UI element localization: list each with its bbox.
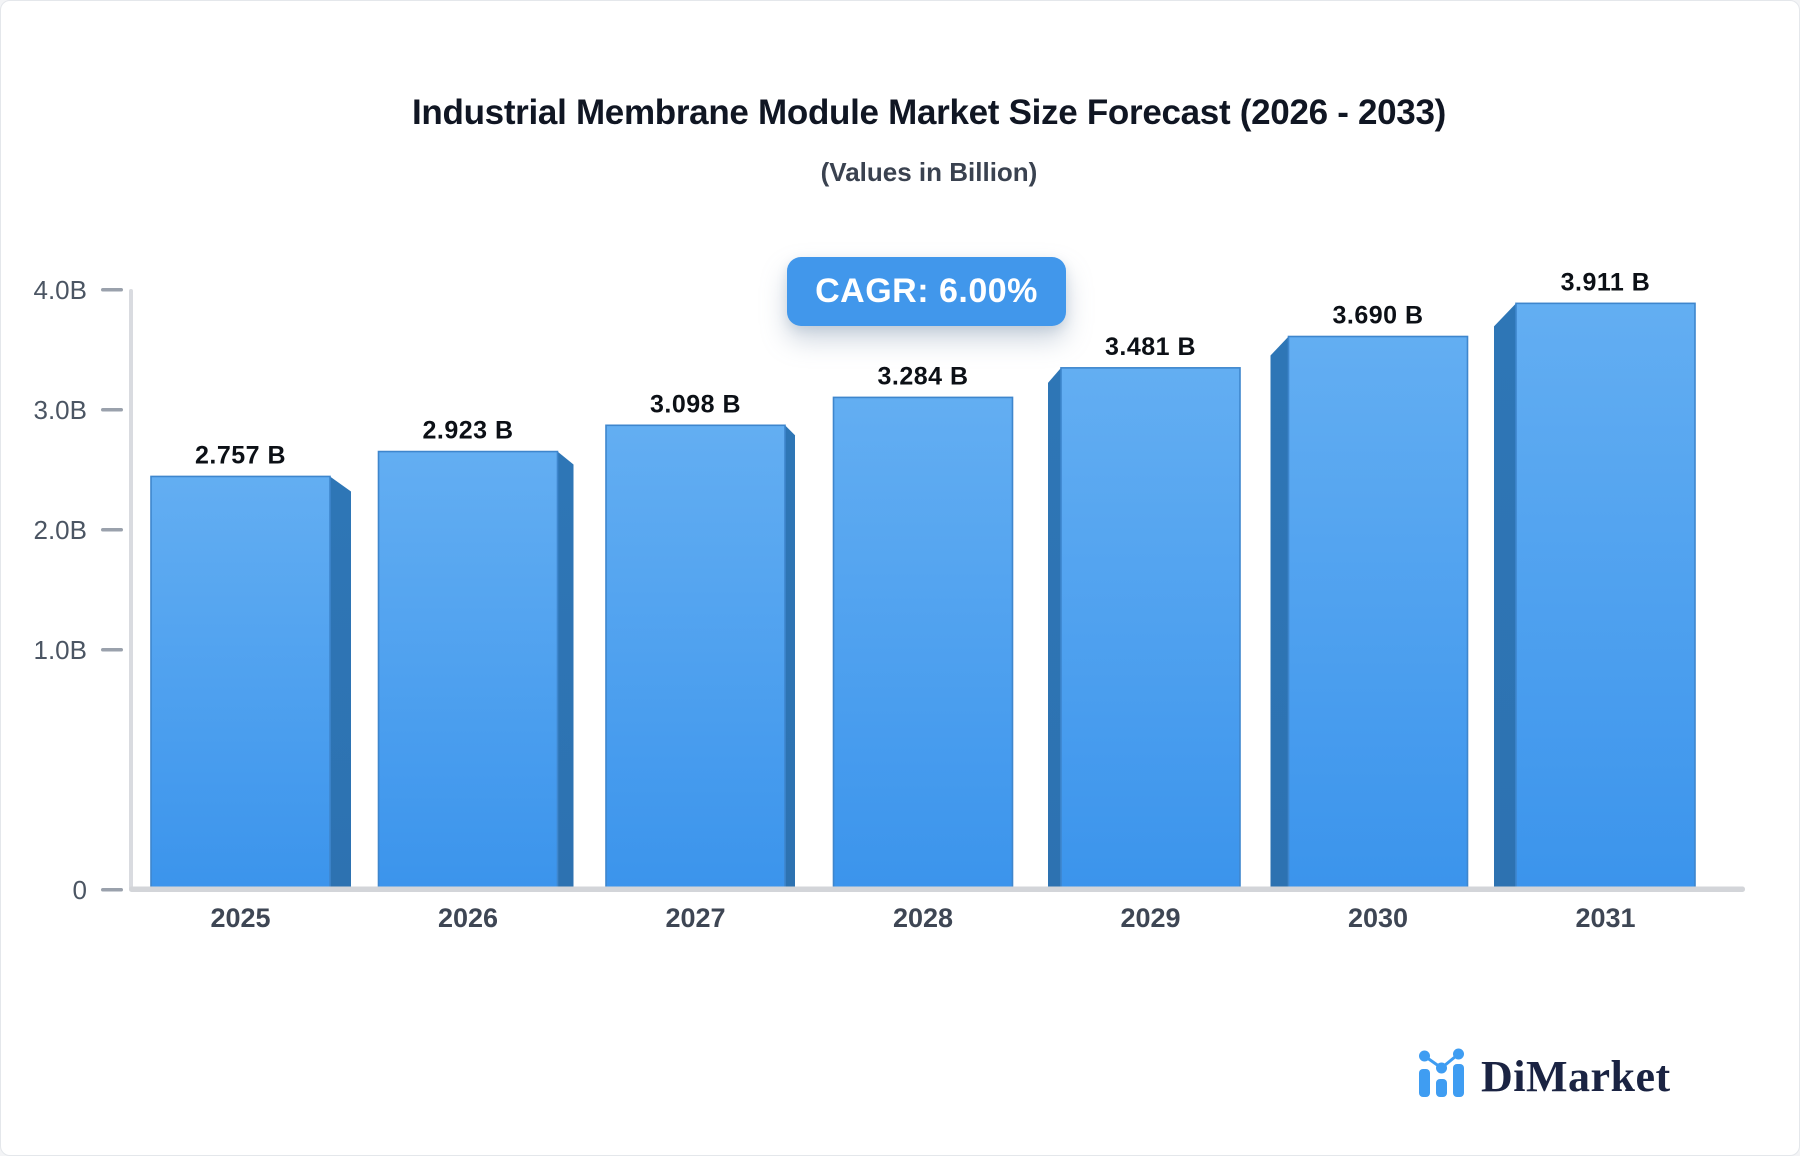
bar-2029 <box>1060 367 1241 891</box>
y-tick-dash <box>101 288 123 292</box>
bar-side-3d <box>1270 336 1289 890</box>
bar-value-label: 3.911 B <box>1561 268 1651 296</box>
y-tick-dash <box>101 648 123 652</box>
x-axis-label: 2028 <box>893 903 953 933</box>
bar-value-label: 3.690 B <box>1332 302 1423 330</box>
x-axis-label: 2026 <box>438 903 498 933</box>
cagr-badge: CAGR: 6.00% <box>787 257 1066 326</box>
cagr-badge-label: CAGR: 6.00% <box>815 272 1038 310</box>
bar-2028 <box>832 396 1014 891</box>
dimarket-logo-icon <box>1419 1048 1464 1097</box>
bar-value-label: 2.923 B <box>422 417 513 445</box>
x-axis-label: 2027 <box>665 903 725 933</box>
bar-side-3d <box>1048 367 1061 891</box>
x-axis-label: 2030 <box>1348 903 1408 933</box>
x-axis-label: 2025 <box>210 903 270 933</box>
x-axis-baseline <box>129 886 1745 892</box>
x-axis-label: 2031 <box>1575 903 1635 933</box>
y-tick-dash <box>101 408 123 412</box>
chart-header: Industrial Membrane Module Market Size F… <box>57 93 1799 188</box>
chart-title: Industrial Membrane Module Market Size F… <box>412 93 1446 132</box>
y-tick-dash <box>101 888 123 892</box>
y-tick-label: 3.0B <box>34 395 88 425</box>
dimarket-logo-text: DiMarket <box>1481 1052 1671 1101</box>
bar-2026 <box>377 450 559 891</box>
y-tick-label: 2.0B <box>34 515 88 545</box>
y-axis-line <box>129 289 133 890</box>
y-tick-dash <box>101 528 123 532</box>
bar-2025 <box>150 475 331 891</box>
dimarket-logo: DiMarket <box>1415 1039 1671 1099</box>
bar-side-3d <box>785 425 795 890</box>
bar-side-3d <box>557 451 574 890</box>
bar-side-3d <box>1494 303 1516 891</box>
bar-value-label: 2.757 B <box>195 441 286 469</box>
bar-2027 <box>605 424 786 891</box>
bar-side-3d <box>330 476 351 890</box>
y-tick-label: 0 <box>73 875 87 905</box>
bar-2031 <box>1515 302 1696 891</box>
bar-value-label: 3.481 B <box>1105 333 1196 361</box>
chart-subtitle: (Values in Billion) <box>820 157 1038 187</box>
bar-2030 <box>1287 335 1469 891</box>
x-axis-label: 2029 <box>1120 903 1180 933</box>
bar-value-label: 3.098 B <box>650 390 741 418</box>
bar-value-label: 3.284 B <box>877 362 968 390</box>
y-tick-label: 4.0B <box>34 275 88 305</box>
y-tick-label: 1.0B <box>34 635 88 665</box>
